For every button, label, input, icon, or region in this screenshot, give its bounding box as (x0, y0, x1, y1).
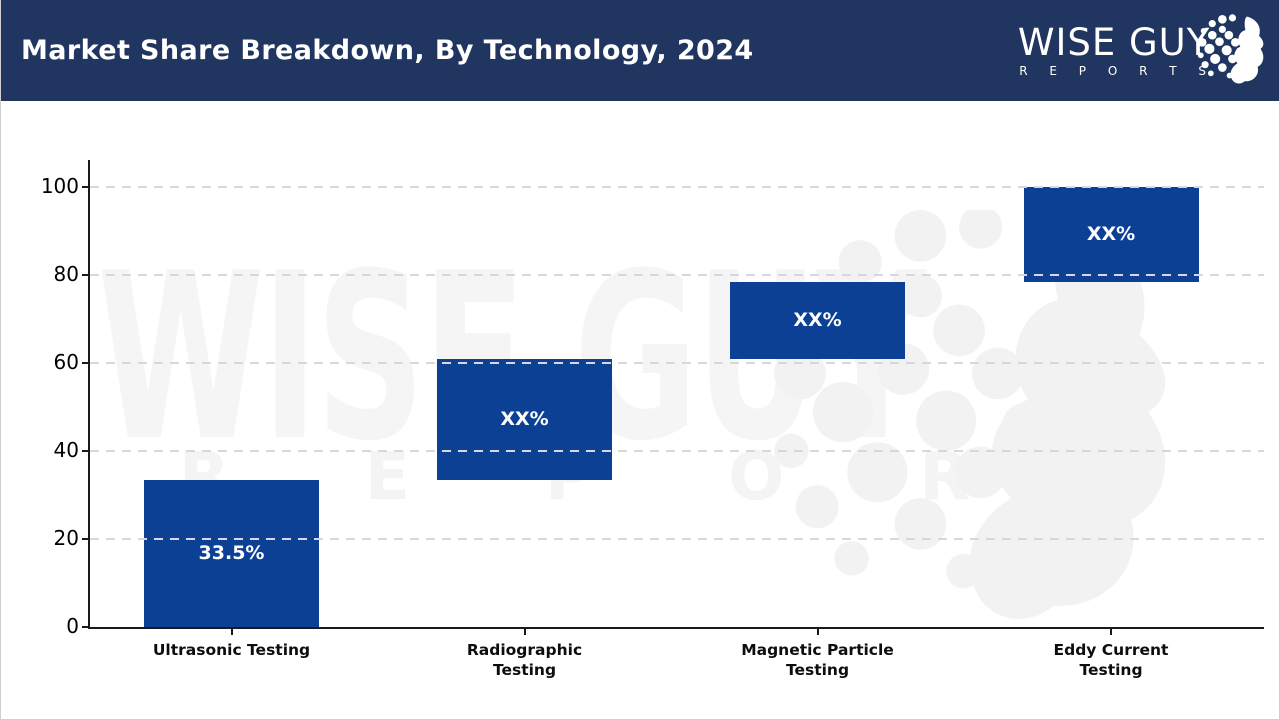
y-tick-mark (82, 538, 89, 540)
x-category-label: Eddy Current Testing (961, 640, 1261, 680)
bar-value-label: XX% (1086, 223, 1136, 246)
page-title: Market Share Breakdown, By Technology, 2… (21, 35, 754, 66)
x-category-label: Radiographic Testing (375, 640, 675, 680)
y-tick-label: 0 (66, 614, 79, 638)
y-tick-mark (82, 362, 89, 364)
bar-3: XX% (730, 281, 905, 359)
bar-1: 33.5% (144, 479, 319, 627)
gridline (90, 274, 1264, 276)
logo-wordmark: WISE GUY R E P O R T S (1013, 21, 1215, 79)
gridline (90, 362, 1264, 364)
bar-2: XX% (437, 358, 612, 480)
x-axis-line (88, 627, 1264, 629)
gridline (90, 538, 1264, 540)
bar-value-label: XX% (500, 408, 549, 431)
y-tick-label: 80 (53, 262, 79, 286)
wise-guy-reports-logo: WISE GUY R E P O R T S (1017, 8, 1267, 94)
bar-4: XX% (1023, 187, 1199, 282)
y-tick-mark (82, 450, 89, 452)
x-category-label-line: Eddy Current (1053, 641, 1169, 659)
x-tick-mark (230, 629, 233, 635)
bar-value-label: 33.5% (198, 542, 265, 565)
y-tick-mark (82, 274, 89, 276)
header: Market Share Breakdown, By Technology, 2… (1, 0, 1279, 101)
x-category-label: Ultrasonic Testing (82, 640, 382, 660)
y-tick-label: 40 (53, 438, 79, 462)
bar-value-label: XX% (793, 309, 842, 332)
logo-wordmark-top: WISE GUY (1017, 21, 1211, 64)
wise-guy-face-icon (1197, 14, 1264, 84)
gridline (90, 450, 1264, 452)
gridline (90, 186, 1264, 188)
logo-wordmark-bottom: R E P O R T S (1019, 64, 1215, 78)
y-tick-mark (82, 186, 89, 188)
x-category-label-line: Magnetic Particle (741, 641, 894, 659)
y-tick-mark (82, 626, 89, 628)
x-category-label-line: Ultrasonic Testing (152, 641, 311, 659)
x-category-label-line: Radiographic (466, 641, 583, 659)
x-category-label-line: Testing (492, 661, 557, 679)
x-category-label: Magnetic Particle Testing (668, 640, 968, 680)
y-tick-label: 60 (53, 350, 79, 374)
x-tick-mark (523, 629, 526, 635)
x-tick-mark (816, 629, 819, 635)
x-category-label-line: Testing (1079, 661, 1143, 679)
x-category-label-line: Testing (785, 661, 850, 679)
x-tick-mark (1110, 629, 1112, 635)
y-tick-label: 20 (53, 526, 79, 550)
y-axis-line (88, 160, 90, 629)
y-tick-label: 100 (40, 174, 79, 198)
